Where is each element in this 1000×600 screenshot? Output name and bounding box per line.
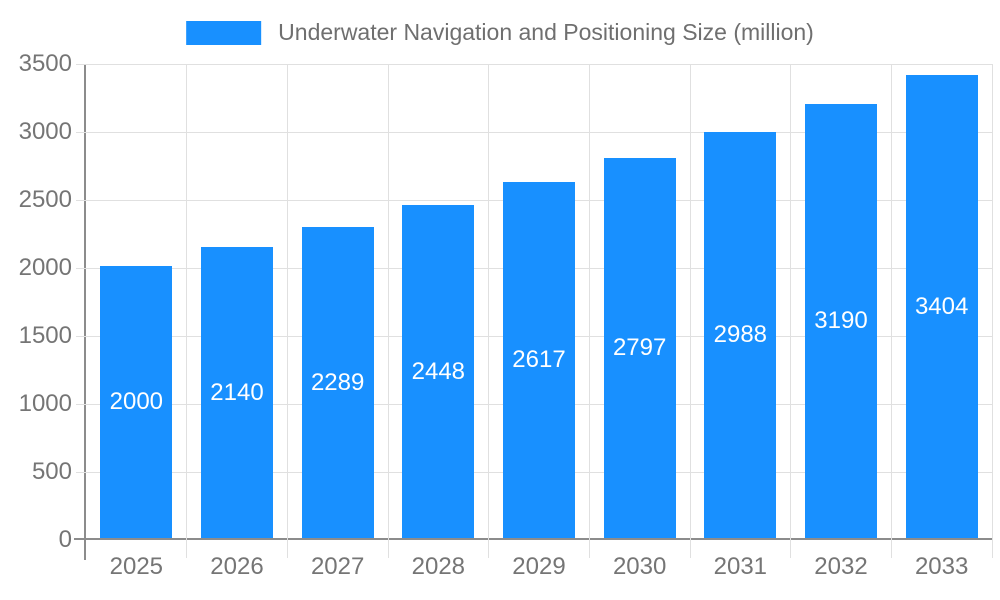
y-tick-label: 3500 [18,50,72,77]
legend-label: Underwater Navigation and Positioning Si… [278,19,814,45]
y-tick-label: 500 [31,458,72,485]
bar-2028[interactable]: 2448 [402,205,475,538]
x-gridline [286,64,288,558]
x-gridline [186,64,188,558]
bar-2032[interactable]: 3190 [805,104,877,538]
y-tick-label: 0 [58,526,72,553]
bar-2029[interactable]: 2617 [503,182,575,538]
x-gridline [991,64,993,558]
bar-2026[interactable]: 2140 [201,247,273,538]
x-gridline [890,64,892,558]
x-tick-label: 2030 [612,553,667,580]
bar-value-label: 3190 [814,307,868,334]
x-gridline [790,64,792,558]
x-axis-line [74,538,992,540]
legend-swatch [186,20,262,45]
x-gridline [689,64,691,558]
bar-2027[interactable]: 2289 [301,227,374,538]
bar-2025[interactable]: 2000 [100,266,173,538]
y-tick-label: 2000 [18,254,72,281]
bar-value-label: 2988 [713,321,768,348]
bar-value-label: 2448 [411,357,466,385]
bar-value-label: 2289 [310,368,365,396]
bar-value-label: 2140 [210,378,264,406]
bar-value-label: 2797 [612,334,667,361]
y-tick-label: 3000 [18,118,72,145]
y-gridline [76,63,992,65]
x-tick-label: 2027 [310,553,365,580]
x-tick-label: 2029 [512,553,566,580]
y-tick-label: 1000 [18,390,72,417]
bar-2033[interactable]: 3404 [905,75,978,538]
plot-area: 2000 2140 2289 2448 2617 2797 2988 3190 3404 [74,63,993,560]
bar-2030[interactable]: 2797 [603,158,676,538]
x-tick-label: 2028 [411,553,466,580]
legend-item[interactable]: Underwater Navigation and Positioning Si… [186,19,814,46]
x-tick-label: 2033 [914,553,969,580]
x-tick-label: 2032 [814,553,868,580]
y-axis-line [84,64,86,560]
x-gridline [387,64,389,558]
bar-value-label: 3404 [914,292,969,320]
x-gridline [588,64,590,558]
x-tick-label: 2031 [713,553,768,580]
y-gridline [76,131,992,133]
bar-value-label: 2617 [512,346,566,373]
x-tick-label: 2026 [210,553,264,580]
bar-2031[interactable]: 2988 [704,132,777,538]
x-tick-label: 2025 [109,553,164,580]
bar-value-label: 2000 [109,388,164,415]
x-gridline [488,64,490,558]
y-tick-label: 2500 [18,186,72,213]
y-tick-label: 1500 [18,322,72,349]
